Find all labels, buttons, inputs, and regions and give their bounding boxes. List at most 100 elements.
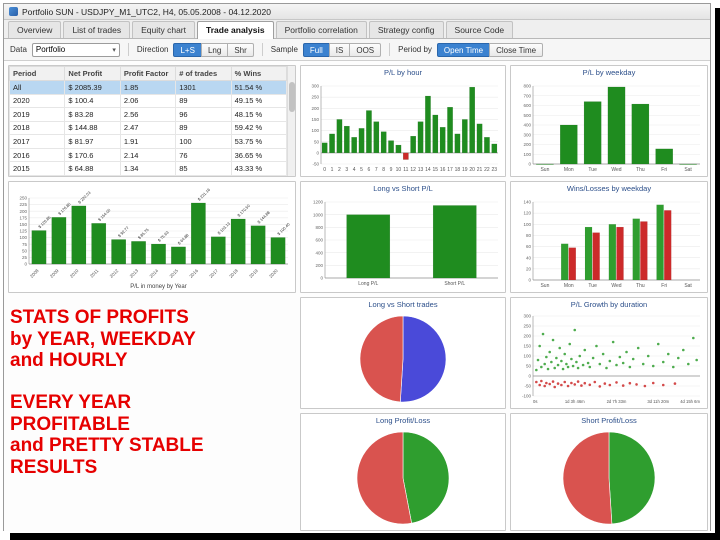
svg-text:0: 0 [320,276,323,281]
panel-long-profit-loss: Long Profit/Loss [300,413,506,531]
table-row[interactable]: 2018 $ 144.88 2.47 89 59.42 % [9,120,288,136]
table-row[interactable]: 2019 $ 83.28 2.56 96 48.15 % [9,107,288,122]
tab-equity-chart[interactable]: Equity chart [132,21,195,38]
table-cell: 43.33 % [230,161,288,176]
svg-text:4d 15h 6m: 4d 15h 6m [680,399,700,404]
svg-text:75: 75 [22,242,28,247]
scrollbar-thumb[interactable] [289,82,295,112]
svg-text:Tue: Tue [588,283,597,289]
sample-full-button[interactable]: Full [302,42,330,57]
svg-text:Wed: Wed [611,283,621,289]
svg-text:16: 16 [440,167,446,173]
data-label: Data [10,45,27,54]
table-cell: 2.14 [119,147,177,163]
direction-l-s-button[interactable]: L+S [173,42,202,57]
column-header-period[interactable]: Period [9,66,66,81]
svg-text:Tue: Tue [588,167,597,173]
svg-text:20: 20 [469,167,475,173]
svg-text:400: 400 [523,123,531,128]
data-select[interactable]: Portfolio ▾ [31,42,120,57]
table-cell: 85 [175,161,232,176]
period-toggle-group: Open Time Close Time [436,42,544,57]
wins-losses-weekday-title: Wins/Losses by weekday [566,184,652,193]
table-cell: 49.15 % [230,93,288,109]
dashboard-grid: Period Net Profit Profit Factor # of trades… [4,61,710,531]
svg-text:13: 13 [418,167,424,173]
table-cell: 100 [175,134,232,149]
column-header-of-trades[interactable]: # of trades [175,66,232,81]
window-titlebar[interactable]: Portfolio SUN - USDJPY_M1_UTC2, H4, 05.0… [4,4,710,20]
tab-overview[interactable]: Overview [8,21,62,38]
sample-is-button[interactable]: IS [328,42,351,57]
table-cell: 1301 [175,80,232,95]
svg-text:11: 11 [403,167,408,173]
period-close-time-button[interactable]: Close Time [489,42,544,57]
svg-text:50: 50 [526,364,532,369]
svg-text:2011: 2011 [89,268,100,279]
svg-text:250: 250 [311,95,319,100]
svg-text:P/L in money by Year: P/L in money by Year [130,284,186,290]
svg-text:100: 100 [523,222,531,227]
svg-text:1200: 1200 [313,200,324,205]
long-profit-loss-title: Long Profit/Loss [375,416,431,425]
table-row[interactable]: 2016 $ 170.6 2.14 76 36.65 % [9,147,288,163]
svg-text:21: 21 [477,167,483,173]
column-header-profit-factor[interactable]: Profit Factor [119,66,177,81]
svg-text:100: 100 [311,128,319,133]
svg-text:$ 85.75: $ 85.75 [137,227,151,241]
svg-text:2016: 2016 [188,268,199,279]
table-row[interactable]: 2015 $ 64.88 1.34 85 43.33 % [9,161,288,176]
screenshot-bottom-edge [10,533,720,540]
svg-text:300: 300 [311,84,319,89]
direction-shr-button[interactable]: Shr [227,42,254,57]
long-profit-loss-pie [303,428,503,528]
tab-source-code[interactable]: Source Code [445,21,514,38]
svg-text:150: 150 [19,222,27,227]
svg-text:Fri: Fri [661,283,667,289]
table-row[interactable]: 2020 $ 100.4 2.06 89 49.15 % [9,93,288,109]
svg-text:$ 92.77: $ 92.77 [117,225,131,239]
window-title: Portfolio SUN - USDJPY_M1_UTC2, H4, 05.0… [22,6,271,17]
column-header-wins[interactable]: % Wins [230,66,288,81]
svg-text:250: 250 [523,324,531,329]
tab-strategy-config[interactable]: Strategy config [368,21,444,38]
tab-portfolio-correlation[interactable]: Portfolio correlation [275,21,367,38]
svg-text:$ 126.85: $ 126.85 [37,214,52,229]
panel-long-short-trades: Long vs Short trades [300,297,506,409]
svg-text:225: 225 [19,202,27,207]
svg-text:300: 300 [523,314,531,319]
tab-list-of-trades[interactable]: List of trades [63,21,131,38]
svg-text:0: 0 [528,374,531,379]
svg-text:$ 154.00: $ 154.00 [97,207,112,222]
sample-oos-button[interactable]: OOS [349,42,382,57]
table-cell: $ 81.97 [64,134,121,149]
direction-toggle-group: L+S Lng Shr [173,42,254,57]
column-header-net-profit[interactable]: Net Profit [64,66,121,81]
period-open-time-button[interactable]: Open Time [436,42,491,57]
table-row[interactable]: 2017 $ 81.97 1.91 100 53.75 % [9,134,288,149]
svg-text:$ 103.13: $ 103.13 [216,220,231,235]
svg-text:140: 140 [523,200,531,205]
table-cell: 89 [175,120,232,136]
long-short-pl-chart: 0 200 400 600 800 1000 1200 Long P/L Short P/L [303,196,503,290]
svg-text:1: 1 [331,167,334,173]
svg-text:40: 40 [526,255,532,260]
table-cell: 2020 [9,93,66,109]
svg-text:600: 600 [315,238,323,243]
long-short-pl-title: Long vs Short P/L [373,184,433,193]
svg-text:4: 4 [353,167,356,173]
tab-trade-analysis[interactable]: Trade analysis [197,21,274,39]
svg-text:Wed: Wed [611,167,621,173]
svg-text:0: 0 [24,262,27,267]
period-label: Period by [398,45,432,54]
table-cell: $ 170.6 [64,147,121,163]
short-profit-loss-title: Short Profit/Loss [581,416,637,425]
table-cell: 2016 [9,147,66,163]
table-row[interactable]: All $ 2085.39 1.85 1301 51.54 % [9,80,288,95]
svg-text:700: 700 [523,93,531,98]
svg-text:20: 20 [526,266,532,271]
table-cell: 36.65 % [230,147,288,163]
direction-lng-button[interactable]: Lng [200,42,229,57]
table-cell: 89 [175,93,232,109]
table-scrollbar[interactable] [287,66,295,176]
